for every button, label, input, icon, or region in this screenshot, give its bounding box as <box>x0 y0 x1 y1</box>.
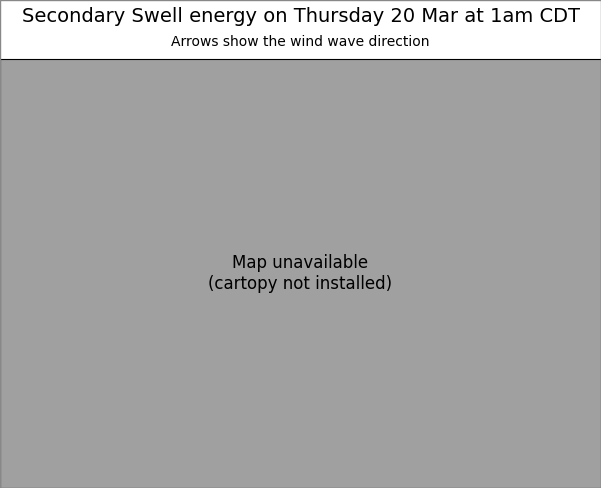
Text: Secondary Swell energy on Thursday 20 Mar at 1am CDT: Secondary Swell energy on Thursday 20 Ma… <box>22 7 579 26</box>
Text: Arrows show the wind wave direction: Arrows show the wind wave direction <box>171 35 430 49</box>
Text: Map unavailable
(cartopy not installed): Map unavailable (cartopy not installed) <box>209 254 392 293</box>
